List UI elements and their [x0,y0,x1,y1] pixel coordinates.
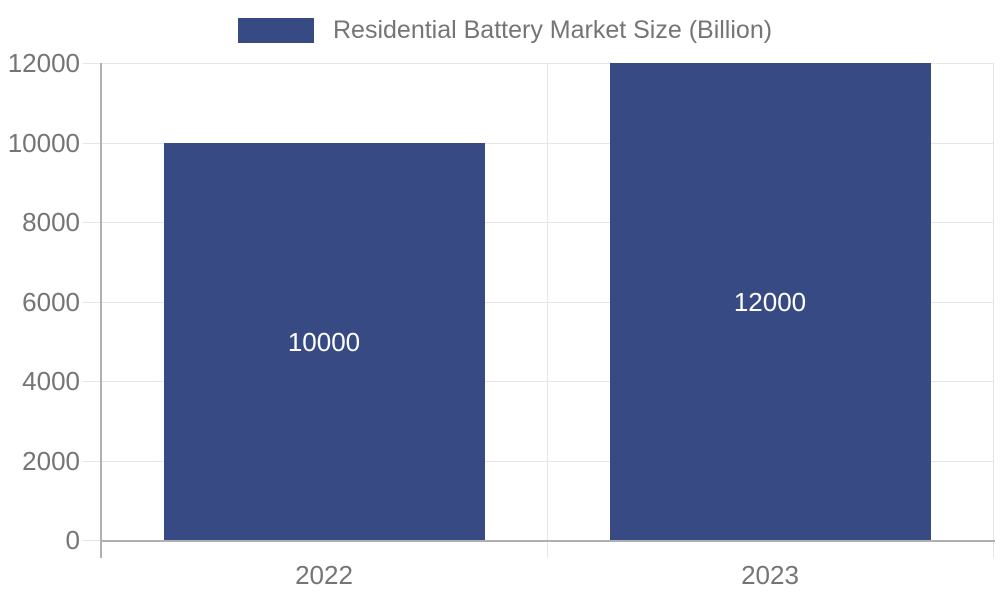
y-tick-label: 2000 [22,446,80,476]
y-axis-line [100,63,102,558]
y-tick-label: 4000 [22,366,80,396]
bar-value-label: 12000 [733,287,807,317]
y-tick-label: 6000 [22,287,80,317]
bar-2023[interactable] [610,63,931,540]
gridline [83,302,993,303]
x-axis-line [100,540,995,542]
y-tick-label: 10000 [7,128,80,158]
y-tick-label: 8000 [22,207,80,237]
legend-swatch [238,18,314,43]
gridline [83,143,993,144]
gridline [83,63,993,64]
chart-legend: Residential Battery Market Size (Billion… [238,14,772,47]
gridline [993,63,994,558]
gridline [547,63,548,558]
bar-value-label: 10000 [287,327,361,357]
y-tick-label: 12000 [7,48,80,78]
gridline [83,381,993,382]
gridline [83,461,993,462]
gridline [83,222,993,223]
bar-2022[interactable] [164,143,485,540]
legend-label: Residential Battery Market Size (Billion… [333,16,773,44]
x-tick-label: 2023 [741,560,799,590]
y-tick-label: 0 [65,525,80,555]
x-tick-label: 2022 [295,560,353,590]
